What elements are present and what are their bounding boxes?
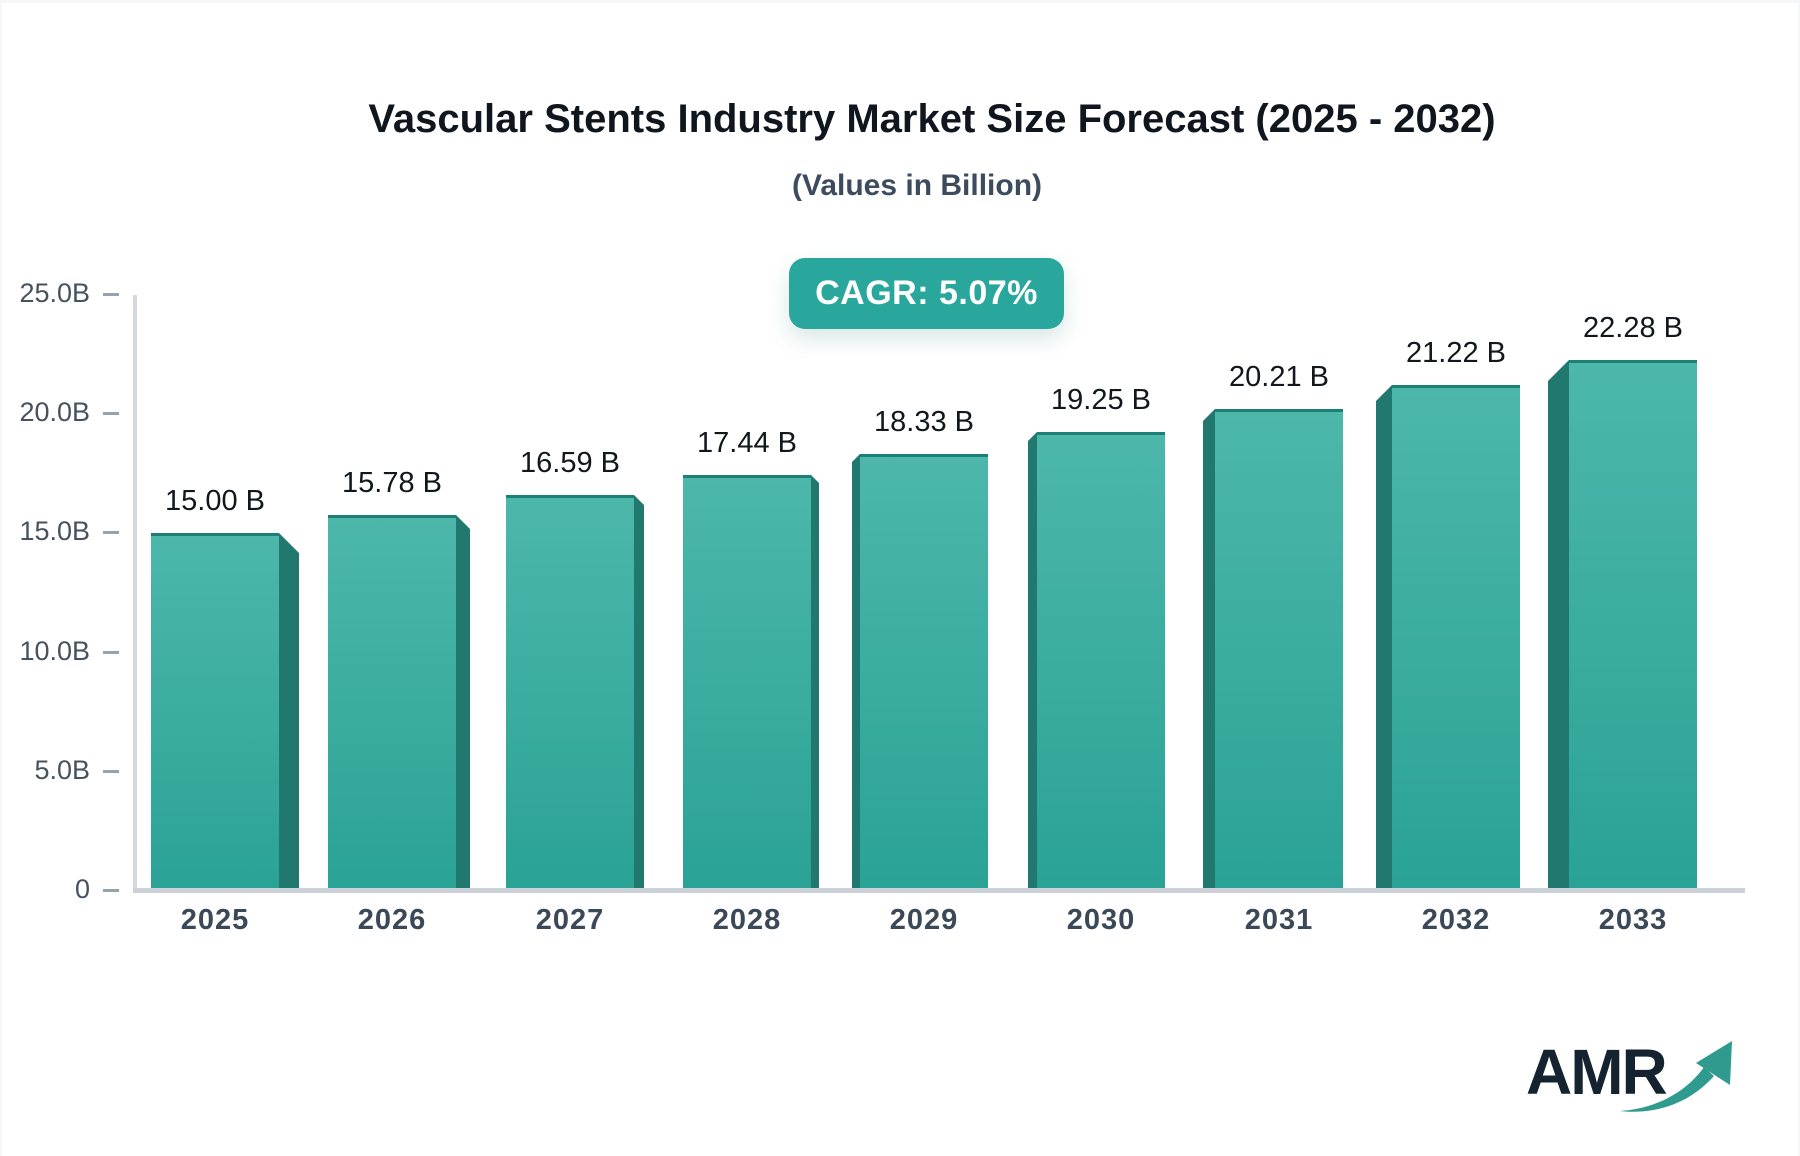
bar-value-label: 16.59 B xyxy=(520,447,620,479)
chart-title: Vascular Stents Industry Market Size For… xyxy=(368,97,1496,141)
y-tick-mark xyxy=(103,293,119,296)
bar-side-face-2025 xyxy=(279,533,299,891)
y-tick-label: 15.0B xyxy=(19,516,90,547)
x-axis-label: 2028 xyxy=(712,904,782,936)
y-tick-mark xyxy=(103,650,119,654)
bar-2031 xyxy=(1215,409,1343,891)
bar-value-label: 22.28 B xyxy=(1583,312,1683,344)
x-axis-label: 2030 xyxy=(1066,904,1136,936)
bar-2025 xyxy=(151,533,279,891)
chart-subtitle: (Values in Billion) xyxy=(791,169,1043,202)
y-tick-mark xyxy=(103,889,119,892)
x-axis-label: 2033 xyxy=(1598,904,1668,936)
y-tick-label: 5.0B xyxy=(34,754,90,785)
bar-side-face-2031 xyxy=(1203,409,1215,891)
y-tick-mark xyxy=(103,531,119,535)
bar-side-face-2030 xyxy=(1028,432,1037,891)
y-tick-label: 10.0B xyxy=(19,635,90,666)
x-axis-label: 2026 xyxy=(357,904,427,936)
bar-side-face-2029 xyxy=(852,454,860,891)
bar-side-face-2033 xyxy=(1548,360,1569,891)
bar-value-label: 20.21 B xyxy=(1229,361,1329,393)
bar-value-label: 19.25 B xyxy=(1051,384,1151,416)
y-tick-mark xyxy=(103,412,119,416)
amr-logo-text: AMR xyxy=(1526,1036,1668,1108)
y-tick-label: 20.0B xyxy=(19,397,90,428)
y-tick-label: 25.0B xyxy=(19,278,90,308)
x-axis-label: 2027 xyxy=(535,904,605,936)
x-axis-baseline xyxy=(133,888,1745,893)
amr-logo: AMR xyxy=(1526,1025,1746,1125)
bar-2033 xyxy=(1569,360,1697,891)
x-axis-label: 2031 xyxy=(1244,904,1314,936)
y-axis-line xyxy=(133,295,137,892)
bar-value-label: 15.00 B xyxy=(165,485,265,517)
y-tick-mark xyxy=(103,769,119,773)
bar-side-face-2028 xyxy=(811,475,819,891)
bar-value-label: 18.33 B xyxy=(874,406,974,438)
x-axis-label: 2032 xyxy=(1421,904,1491,936)
cagr-badge: CAGR: 5.07% xyxy=(789,258,1064,329)
bar-value-label: 21.22 B xyxy=(1406,337,1506,369)
cagr-badge-label: CAGR: 5.07% xyxy=(815,274,1038,312)
bar-2028 xyxy=(683,475,811,891)
bar-2030 xyxy=(1037,432,1165,891)
bar-2026 xyxy=(328,515,456,891)
bar-side-face-2032 xyxy=(1376,385,1392,891)
trending-up-arrow-icon xyxy=(1620,1041,1732,1112)
bar-2032 xyxy=(1392,385,1520,891)
bar-side-face-2027 xyxy=(634,495,644,891)
bar-side-face-2026 xyxy=(456,515,470,891)
bar-2029 xyxy=(860,454,988,891)
y-tick-label: 0 xyxy=(74,874,90,904)
bar-value-label: 15.78 B xyxy=(342,467,442,499)
x-axis-label: 2029 xyxy=(889,904,959,936)
x-axis-label: 2025 xyxy=(180,904,250,936)
bar-2027 xyxy=(506,495,634,891)
bar-value-label: 17.44 B xyxy=(697,427,797,459)
